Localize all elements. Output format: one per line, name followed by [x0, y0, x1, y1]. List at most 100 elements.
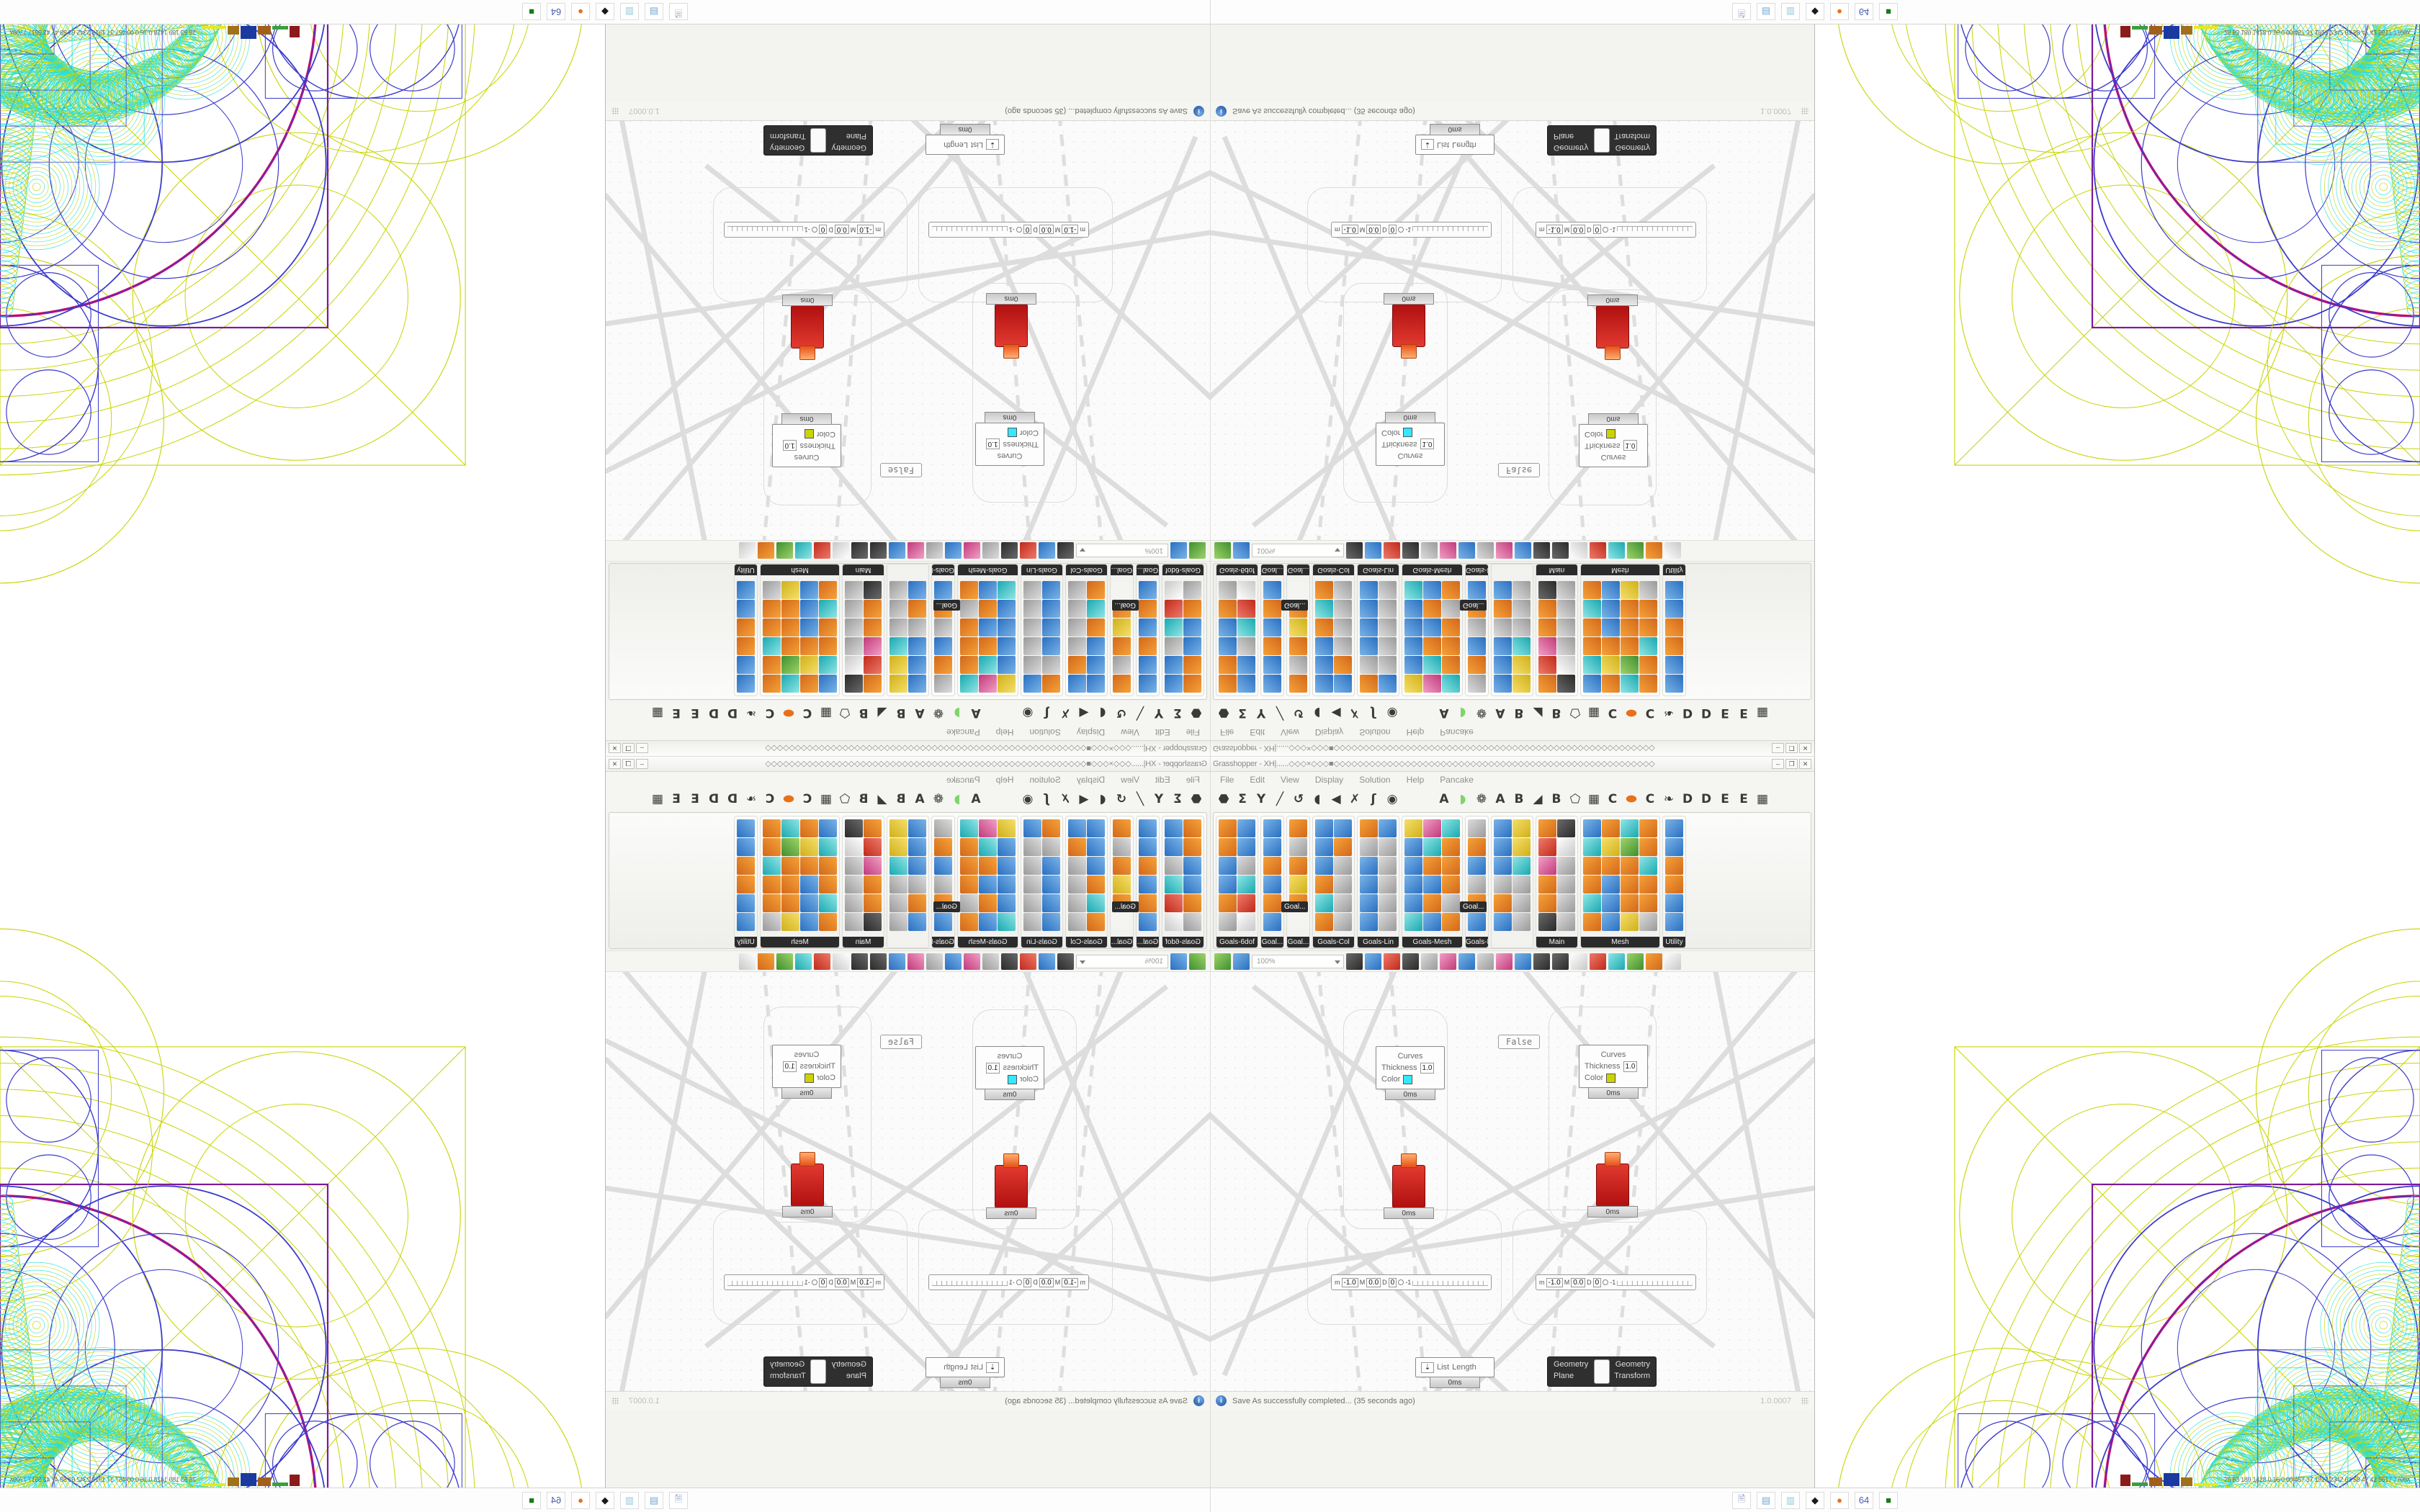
ribbon-component-icon[interactable]	[1665, 656, 1683, 674]
tab-d2-icon[interactable]: D	[708, 706, 720, 720]
ribbon-component-icon[interactable]	[998, 894, 1016, 912]
ribbon-component-icon[interactable]	[1289, 675, 1307, 693]
cp-right-thickness-value[interactable]: 1.0	[1623, 440, 1638, 451]
ribbon-component-icon[interactable]	[1665, 857, 1683, 875]
ribbon-component-icon[interactable]	[1334, 600, 1352, 618]
ribbon-component-icon[interactable]	[1219, 819, 1237, 837]
ribbon-component-icon[interactable]	[1602, 857, 1620, 875]
ribbon-component-icon[interactable]	[1665, 913, 1683, 931]
ribbon-component-icon[interactable]	[1602, 637, 1620, 655]
terminal-icon[interactable]: ■	[522, 1491, 541, 1509]
ribbon-component-icon[interactable]	[1665, 675, 1683, 693]
dotted-circle-icon[interactable]	[739, 542, 756, 559]
ribbon-component-icon[interactable]	[1512, 600, 1531, 618]
ribbon-component-icon[interactable]	[1315, 581, 1333, 599]
ribbon-component-icon[interactable]	[1183, 581, 1201, 599]
ribbon-component-icon[interactable]	[781, 913, 799, 931]
ribbon-component-icon[interactable]	[819, 819, 837, 837]
title-bar[interactable]: Grasshopper - XH|......◇◇◇×◇◇◇■◇◇◇◇◇◇◇◇◇…	[1210, 756, 1814, 772]
ribbon-component-icon[interactable]	[845, 581, 863, 599]
canvas-toolbar[interactable]: 100%	[1210, 950, 1814, 972]
calculator-icon[interactable]: ▤	[645, 3, 663, 21]
ribbon-component-icon[interactable]	[998, 581, 1016, 599]
number-slider-left[interactable]: m -1.0 M 0.0 D 0 -1	[1331, 222, 1492, 238]
ribbon-component-icon[interactable]	[800, 637, 818, 655]
ribbon-component-icon[interactable]	[1289, 838, 1307, 856]
ribbon-component-icon[interactable]	[1602, 838, 1620, 856]
component-grip[interactable]	[1594, 1359, 1610, 1384]
ribbon-group-goals-lin[interactable]: Goals-Lin	[1021, 816, 1063, 948]
wye-icon[interactable]: Υ	[1256, 706, 1266, 720]
ribbon-component-icon[interactable]	[1557, 894, 1575, 912]
ribbon-component-icon[interactable]	[1263, 857, 1281, 875]
eye-icon[interactable]: ◉	[1022, 792, 1034, 806]
ribbon-component-icon[interactable]	[800, 819, 818, 837]
ribbon-component-icon[interactable]	[889, 637, 908, 655]
tab-a1-icon[interactable]: A	[971, 706, 981, 720]
ribbon-component-icon[interactable]	[979, 675, 997, 693]
ribbon-component-icon[interactable]	[1621, 581, 1639, 599]
preview-eye-icon[interactable]	[1039, 953, 1055, 970]
gha-icon[interactable]	[1440, 953, 1456, 970]
ribbon-component-icon[interactable]	[1583, 581, 1601, 599]
ribbon-component-icon[interactable]	[979, 913, 997, 931]
ribbon-component-icon[interactable]	[908, 876, 926, 894]
component-tab-strip[interactable]: ⬣ Σ Υ ╱ ↺ ◖ ◀ ✗ ʃ ◉ A ◗ ❁ A B ◢ B ⬠ ▦ C ⬬ C ❧ D D E E ▦	[1210, 788, 1814, 811]
ribbon-component-icon[interactable]	[998, 819, 1016, 837]
tab-c2-icon[interactable]: C	[1645, 706, 1655, 720]
sigma-icon[interactable]: Σ	[1238, 706, 1247, 720]
hexagon-icon[interactable]: ⬣	[1218, 706, 1229, 720]
ribbon-group-main[interactable]: Main	[842, 816, 884, 948]
ribbon-component-icon[interactable]	[1621, 857, 1639, 875]
menu-item-help[interactable]: Help	[995, 727, 1014, 737]
nsr-min[interactable]: -1.0	[1546, 1277, 1563, 1287]
ribbon-component-icon[interactable]	[1068, 913, 1086, 931]
cp-left-thickness-value[interactable]: 1.0	[1420, 1062, 1435, 1074]
menu-item-edit[interactable]: Edit	[1250, 727, 1265, 737]
ribbon-component-icon[interactable]	[763, 618, 781, 636]
grasshopper-canvas[interactable]: Curves Thickness 1.0 Color 0ms Curves Thi…	[1210, 121, 1814, 540]
ribbon-component-icon[interactable]	[1289, 857, 1307, 875]
ribbon-component-icon[interactable]	[1237, 600, 1255, 618]
ribbon-component-icon[interactable]	[960, 637, 978, 655]
ribbon-component-icon[interactable]	[1379, 581, 1397, 599]
ribbon-component-icon[interactable]	[1042, 894, 1060, 912]
tab-c1-icon[interactable]: C	[802, 792, 812, 806]
shade-black-icon[interactable]	[1552, 542, 1569, 559]
tab-leaf-icon[interactable]: ◗	[954, 706, 961, 720]
zoom-extents-icon[interactable]	[1346, 953, 1363, 970]
list-length-component[interactable]: ⇣ List Length 0ms	[926, 1357, 1005, 1388]
cp-left-color-swatch[interactable]	[1403, 1074, 1413, 1084]
ribbon-component-icon[interactable]	[800, 913, 818, 931]
menu-item-pancake[interactable]: Pancake	[946, 775, 980, 785]
list-length-component[interactable]: ⇣ List Length 0ms	[1415, 1357, 1494, 1388]
ribbon-component-icon[interactable]	[1042, 838, 1060, 856]
ribbon-component-icon[interactable]	[819, 656, 837, 674]
ribbon-component-icon[interactable]	[1237, 819, 1255, 837]
title-bar[interactable]: Grasshopper - XH|......◇◇◇×◇◇◇■◇◇◇◇◇◇◇◇◇…	[606, 740, 1210, 756]
ribbon-component-icon[interactable]	[1315, 819, 1333, 837]
ribbon-group-goal-[interactable]: Goal...	[1260, 816, 1284, 948]
ribbon-component-icon[interactable]	[1068, 618, 1086, 636]
ribbon-component-icon[interactable]	[1263, 876, 1281, 894]
ribbon-component-icon[interactable]	[1379, 656, 1397, 674]
ribbon-component-icon[interactable]	[1442, 675, 1460, 693]
boolean-toggle[interactable]: False	[879, 1035, 922, 1049]
tab-bird-icon[interactable]: ❧	[745, 792, 757, 806]
ribbon-component-icon[interactable]	[781, 819, 799, 837]
ribbon-component-icon[interactable]	[1442, 637, 1460, 655]
ribbon-component-icon[interactable]	[781, 618, 799, 636]
ribbon-group-goals-mesh[interactable]: Goals-Mesh	[957, 816, 1018, 948]
ribbon-component-icon[interactable]	[1289, 819, 1307, 837]
ribbon-component-icon[interactable]	[1442, 581, 1460, 599]
ribbon-component-icon[interactable]	[908, 637, 926, 655]
component-tab-strip[interactable]: ⬣ Σ Υ ╱ ↺ ◖ ◀ ✗ ʃ ◉ A ◗ ❁ A B ◢ B ⬠ ▦ C ⬬ C ❧ D D E E ▦	[606, 701, 1210, 724]
ribbon-component-icon[interactable]	[864, 637, 882, 655]
menu-item-file[interactable]: File	[1220, 727, 1234, 737]
save-icon[interactable]	[1233, 953, 1250, 970]
balloon-icon[interactable]	[889, 542, 905, 559]
ribbon-component-icon[interactable]	[763, 656, 781, 674]
rhino-viewport[interactable]: ▼ Rhino Viewport	[0, 0, 605, 756]
ribbon-component-icon[interactable]	[998, 857, 1016, 875]
bake-icon[interactable]	[1402, 542, 1419, 559]
